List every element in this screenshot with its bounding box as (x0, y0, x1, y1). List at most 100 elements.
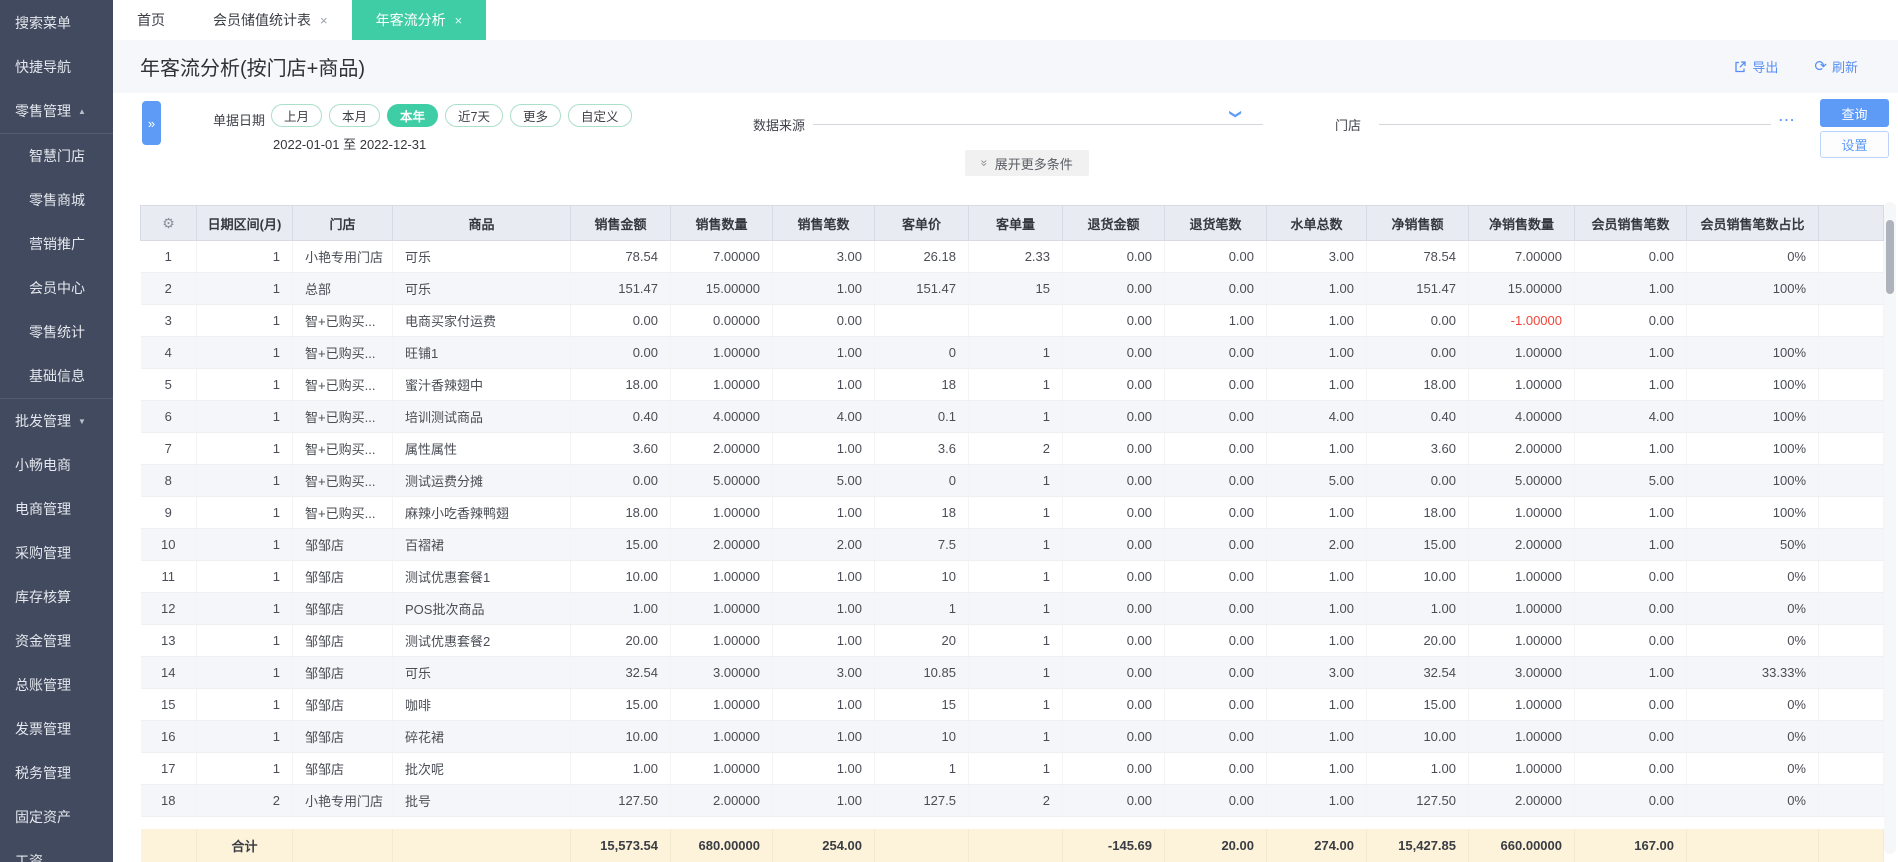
table-cell: 邹邹店 (292, 624, 393, 657)
table-cell: 0.00 (1062, 752, 1165, 785)
date-pill-更多[interactable]: 更多 (510, 104, 562, 127)
store-input[interactable] (1379, 101, 1771, 125)
sidebar-item-批发管理[interactable]: 批发管理 ▼ (0, 399, 113, 443)
column-header-日期区间(月)[interactable]: 日期区间(月) (196, 205, 293, 241)
column-header-会员销售笔数[interactable]: 会员销售笔数 (1574, 205, 1687, 241)
sidebar-item-搜索菜单[interactable]: 搜索菜单 (0, 1, 113, 45)
table-row[interactable]: 10 1 邹邹店 百褶裙 15.00 2.00000 2.00 7.5 1 0.00 0.00 2.0… (140, 528, 1884, 561)
sidebar-item-小畅电商[interactable]: 小畅电商 (0, 443, 113, 487)
table-cell: 1.00 (1266, 304, 1367, 337)
sidebar-item-固定资产[interactable]: 固定资产 (0, 795, 113, 839)
date-pill-本年[interactable]: 本年 (387, 104, 439, 127)
collapse-panel-button[interactable]: » (142, 101, 161, 145)
table-cell: 1.00 (772, 560, 875, 593)
column-header-会员销售笔数占比[interactable]: 会员销售笔数占比 (1686, 205, 1819, 241)
query-button[interactable]: 查询 (1820, 99, 1889, 127)
date-pill-本月[interactable]: 本月 (329, 104, 381, 127)
sidebar-item-零售统计[interactable]: 零售统计 (0, 310, 113, 354)
table-row[interactable]: 8 1 智+已购买... 测试运费分摊 0.00 5.00000 5.00 0 1 0.00 0.0… (140, 464, 1884, 497)
table-cell (1818, 528, 1884, 561)
chevron-down-icon[interactable]: ❯ (1229, 108, 1244, 120)
table-row[interactable]: 18 2 小艳专用门店 批号 127.50 2.00000 1.00 127.5 2 0.00 0.… (140, 784, 1884, 817)
settings-button[interactable]: 设置 (1820, 131, 1889, 158)
sidebar-item-快捷导航[interactable]: 快捷导航 (0, 45, 113, 89)
date-pill-近7天[interactable]: 近7天 (445, 104, 503, 127)
export-icon (1733, 60, 1747, 74)
data-source-input[interactable] (813, 101, 1263, 125)
column-header-净销售额[interactable]: 净销售额 (1366, 205, 1469, 241)
column-header-销售数量[interactable]: 销售数量 (670, 205, 773, 241)
totals-cell: 15,573.54 (570, 828, 671, 862)
table-row[interactable]: 15 1 邹邹店 咖啡 15.00 1.00000 1.00 15 1 0.00 0.00 1.00 1… (140, 688, 1884, 721)
table-cell: 0.00 (1062, 624, 1165, 657)
tab-首页[interactable]: 首页 (113, 0, 189, 40)
table-row[interactable]: 12 1 邹邹店 POS批次商品 1.00 1.00000 1.00 1 1 0.00 0.00 1.… (140, 592, 1884, 625)
sidebar-item-零售商城[interactable]: 零售商城 (0, 178, 113, 222)
column-header-退货金额[interactable]: 退货金额 (1062, 205, 1165, 241)
tab-年客流分析[interactable]: 年客流分析 × (351, 0, 487, 40)
scrollbar-thumb[interactable] (1886, 220, 1894, 294)
sidebar-item-工资[interactable]: 工资 (0, 839, 113, 862)
table-cell: 1.00 (772, 368, 875, 401)
sidebar-item-智慧门店[interactable]: 智慧门店 (0, 134, 113, 178)
table-row[interactable]: 5 1 智+已购买... 蜜汁香辣翅中 18.00 1.00000 1.00 18 1 0.00 0… (140, 368, 1884, 401)
gear-icon[interactable]: ⚙ (162, 214, 175, 231)
close-tab-icon[interactable]: × (454, 12, 463, 28)
table-cell: 1.00 (772, 624, 875, 657)
sidebar-item-税务管理[interactable]: 税务管理 (0, 751, 113, 795)
column-header-销售金额[interactable]: 销售金额 (570, 205, 671, 241)
store-more-button[interactable]: ... (1779, 109, 1796, 124)
table-row[interactable]: 7 1 智+已购买... 属性属性 3.60 2.00000 1.00 3.6 2 0.00 0.0… (140, 432, 1884, 465)
table-row[interactable]: 14 1 邹邹店 可乐 32.54 3.00000 3.00 10.85 1 0.00 0.00 3.… (140, 656, 1884, 689)
expand-more-conditions-button[interactable]: » 展开更多条件 (965, 150, 1089, 176)
close-tab-icon[interactable]: × (320, 12, 328, 28)
sidebar-item-会员中心[interactable]: 会员中心 (0, 266, 113, 310)
date-pill-自定义[interactable]: 自定义 (568, 104, 632, 127)
table-cell: 1.00 (772, 432, 875, 465)
column-header-客单价[interactable]: 客单价 (874, 205, 969, 241)
sidebar-item-总账管理[interactable]: 总账管理 (0, 663, 113, 707)
table-cell: 2.00000 (670, 432, 773, 465)
table-cell: 18.00 (1366, 368, 1469, 401)
sidebar-divider (0, 398, 113, 399)
refresh-button[interactable]: ⟳ 刷新 (1814, 57, 1858, 76)
sidebar-item-零售管理[interactable]: 零售管理 ▲ (0, 89, 113, 133)
column-header-商品[interactable]: 商品 (392, 205, 571, 241)
sidebar-item-发票管理[interactable]: 发票管理 (0, 707, 113, 751)
sidebar-item-库存核算[interactable]: 库存核算 (0, 575, 113, 619)
table-row[interactable]: 9 1 智+已购买... 麻辣小吃香辣鸭翅 18.00 1.00000 1.00 18 1 0.0… (140, 496, 1884, 529)
sidebar-item-资金管理[interactable]: 资金管理 (0, 619, 113, 663)
table-cell: 18.00 (570, 496, 671, 529)
export-button[interactable]: 导出 (1733, 57, 1778, 76)
column-header-退货笔数[interactable]: 退货笔数 (1164, 205, 1267, 241)
column-header-客单量[interactable]: 客单量 (968, 205, 1063, 241)
table-cell: 0% (1686, 784, 1819, 817)
table-row[interactable]: 6 1 智+已购买... 培训测试商品 0.40 4.00000 4.00 0.1 1 0.00 0… (140, 400, 1884, 433)
table-row[interactable]: 16 1 邹邹店 碎花裙 10.00 1.00000 1.00 10 1 0.00 0.00 1.00… (140, 720, 1884, 753)
table-cell: 18.00 (570, 368, 671, 401)
column-settings-header[interactable]: ⚙ (140, 205, 197, 241)
column-header-销售笔数[interactable]: 销售笔数 (772, 205, 875, 241)
column-header-门店[interactable]: 门店 (292, 205, 393, 241)
sidebar-item-营销推广[interactable]: 营销推广 (0, 222, 113, 266)
date-pill-上月[interactable]: 上月 (271, 104, 323, 127)
table-row[interactable]: 11 1 邹邹店 测试优惠套餐1 10.00 1.00000 1.00 10 1 0.00 0.00… (140, 560, 1884, 593)
table-row[interactable]: 2 1 总部 可乐 151.47 15.00000 1.00 151.47 15 0.00 0.00… (140, 272, 1884, 305)
table-row[interactable]: 13 1 邹邹店 测试优惠套餐2 20.00 1.00000 1.00 20 1 0.00 0.00… (140, 624, 1884, 657)
table-row[interactable]: 1 1 小艳专用门店 可乐 78.54 7.00000 3.00 26.18 2.33 0.00 0… (140, 240, 1884, 273)
vertical-scrollbar[interactable] (1884, 202, 1896, 854)
table-row[interactable]: 4 1 智+已购买... 旺铺1 0.00 1.00000 1.00 0 1 0.00 0.00 1.… (140, 336, 1884, 369)
table-cell: 78.54 (570, 240, 671, 273)
sidebar-item-基础信息[interactable]: 基础信息 (0, 354, 113, 398)
date-range-value[interactable]: 2022-01-01 至 2022-12-31 (273, 137, 427, 152)
column-header-水单总数[interactable]: 水单总数 (1266, 205, 1367, 241)
table-row[interactable]: 17 1 邹邹店 批次呢 1.00 1.00000 1.00 1 1 0.00 0.00 1.00 1.… (140, 752, 1884, 785)
table-row[interactable]: 3 1 智+已购买... 电商买家付运费 0.00 0.00000 0.00 0.00 1.00… (140, 304, 1884, 337)
table-cell: 15.00000 (1468, 272, 1575, 305)
table-cell: 1 (968, 624, 1063, 657)
sidebar-item-采购管理[interactable]: 采购管理 (0, 531, 113, 575)
table-cell: 可乐 (392, 656, 571, 689)
sidebar-item-电商管理[interactable]: 电商管理 (0, 487, 113, 531)
tab-会员储值统计表[interactable]: 会员储值统计表 × (189, 0, 352, 40)
column-header-净销售数量[interactable]: 净销售数量 (1468, 205, 1575, 241)
